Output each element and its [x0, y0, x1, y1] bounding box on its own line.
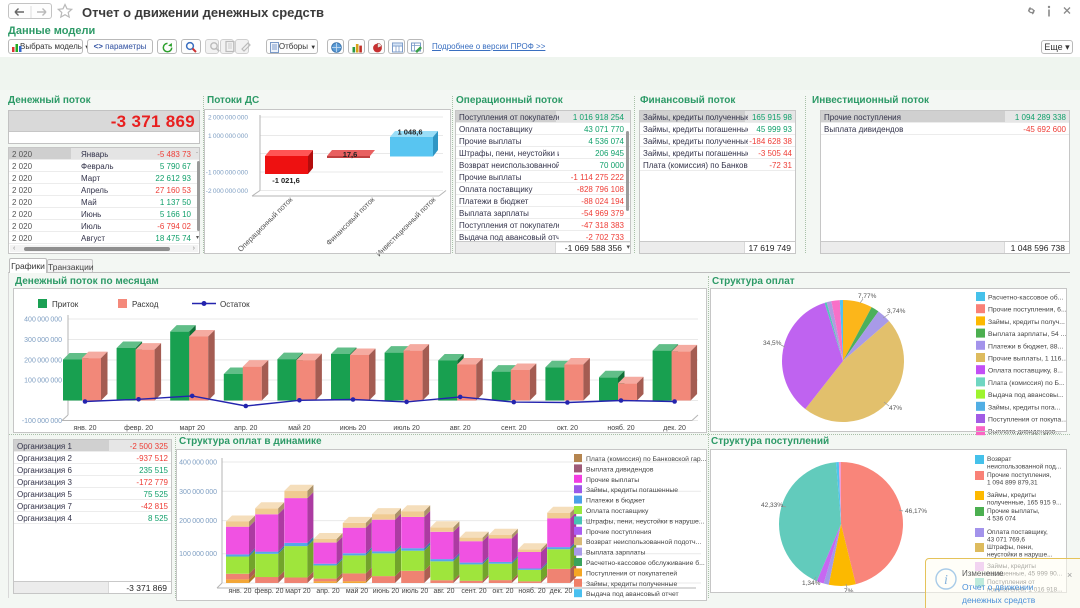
svg-text:100 000 000: 100 000 000 — [24, 378, 62, 385]
svg-text:дек. 20: дек. 20 — [663, 425, 686, 432]
svg-text:42,33%: 42,33% — [761, 502, 783, 509]
svg-text:-2 000 000 000: -2 000 000 000 — [206, 188, 249, 195]
svg-text:Инвестиционный поток: Инвестиционный поток — [374, 195, 438, 259]
svg-text:Расчетно-кассовое обслуживание: Расчетно-кассовое обслуживание б... — [586, 559, 705, 567]
svg-text:47%: 47% — [889, 405, 902, 412]
svg-text:Штрафы, пени,: Штрафы, пени, — [987, 544, 1033, 551]
svg-text:200 000 000: 200 000 000 — [179, 518, 217, 525]
svg-text:Выдача под авансовый отчет: Выдача под авансовый отчет — [586, 590, 679, 598]
svg-text:Финансовый поток: Финансовый поток — [324, 195, 377, 248]
svg-text:Прочие выплаты: Прочие выплаты — [586, 477, 639, 484]
svg-text:апр. 20: апр. 20 — [234, 425, 257, 432]
svg-text:июнь 20: июнь 20 — [373, 588, 400, 595]
svg-text:2 000 000 000: 2 000 000 000 — [208, 115, 248, 122]
svg-text:Оплата поставщику, 8...: Оплата поставщику, 8... — [988, 368, 1063, 375]
svg-text:100 000 000: 100 000 000 — [179, 551, 217, 558]
svg-text:Возврат неиспользованной подот: Возврат неиспользованной подотч... — [586, 538, 701, 546]
svg-text:неиспользованной под...: неиспользованной под... — [987, 463, 1061, 471]
svg-text:Расчетно-кассовое об...: Расчетно-кассовое об... — [988, 294, 1063, 302]
svg-text:Выплата дивидендов...: Выплата дивидендов... — [988, 429, 1061, 436]
svg-text:авг. 20: авг. 20 — [434, 588, 455, 595]
svg-text:7%: 7% — [844, 588, 854, 595]
svg-text:-1 000 000 000: -1 000 000 000 — [206, 170, 249, 177]
svg-text:окт. 20: окт. 20 — [557, 425, 578, 432]
svg-text:1 000 000 000: 1 000 000 000 — [208, 133, 248, 140]
svg-text:Займы, кредиты: Займы, кредиты — [987, 491, 1036, 499]
svg-text:Поступления от покупа...: Поступления от покупа... — [988, 417, 1067, 424]
svg-text:Приток: Приток — [52, 300, 79, 309]
svg-text:17,6: 17,6 — [343, 150, 358, 159]
svg-text:Платежи в бюджет, 88...: Платежи в бюджет, 88... — [988, 342, 1063, 350]
svg-text:Поступления от покупателей: Поступления от покупателей — [586, 569, 677, 577]
svg-text:7,77%: 7,77% — [858, 293, 877, 300]
svg-text:Займы, кредиты погашенные: Займы, кредиты погашенные — [586, 486, 678, 494]
svg-text:Прочие выплаты,: Прочие выплаты, — [987, 508, 1040, 515]
svg-text:Займы, кредиты пога...: Займы, кредиты пога... — [988, 403, 1060, 411]
svg-text:неустойки в наруше...: неустойки в наруше... — [987, 551, 1053, 559]
svg-text:полученные, 165 915 9...: полученные, 165 915 9... — [987, 500, 1062, 507]
svg-text:май 20: май 20 — [288, 424, 310, 432]
svg-text:март 20: март 20 — [285, 588, 310, 595]
svg-text:нояб. 20: нояб. 20 — [518, 587, 545, 595]
svg-text:Прочие поступления, 6...: Прочие поступления, 6... — [988, 307, 1067, 314]
svg-text:1 048,6: 1 048,6 — [397, 128, 422, 137]
svg-text:июль 20: июль 20 — [393, 425, 420, 432]
svg-text:Возврат: Возврат — [987, 456, 1011, 463]
svg-text:дек. 20: дек. 20 — [550, 588, 573, 595]
svg-text:май 20: май 20 — [346, 587, 368, 595]
svg-text:Остаток: Остаток — [220, 300, 250, 309]
svg-text:1 094 899 879,31: 1 094 899 879,31 — [987, 480, 1038, 487]
svg-text:Прочие поступления,: Прочие поступления, — [987, 472, 1052, 479]
svg-text:Выплата зарплаты: Выплата зарплаты — [586, 550, 645, 557]
svg-text:Расход: Расход — [132, 300, 159, 309]
svg-text:Займы, кредиты получ...: Займы, кредиты получ... — [988, 318, 1065, 326]
svg-text:200 000 000: 200 000 000 — [24, 358, 62, 365]
svg-text:сент. 20: сент. 20 — [461, 588, 486, 595]
svg-text:400 000 000: 400 000 000 — [24, 317, 62, 324]
svg-text:300 000 000: 300 000 000 — [24, 337, 62, 344]
svg-text:сент. 20: сент. 20 — [501, 425, 526, 432]
svg-text:Выплата дивидендов: Выплата дивидендов — [586, 466, 654, 473]
svg-text:янв. 20: янв. 20 — [228, 588, 251, 595]
svg-text:Займы, кредиты полученные: Займы, кредиты полученные — [586, 580, 677, 588]
svg-text:Штрафы, пени, неустойки в нару: Штрафы, пени, неустойки в наруше... — [586, 517, 705, 525]
svg-text:3,74%: 3,74% — [887, 308, 906, 315]
svg-text:Прочие выплаты, 1 116...: Прочие выплаты, 1 116... — [988, 356, 1067, 363]
svg-text:окт. 20: окт. 20 — [492, 588, 513, 595]
svg-text:Плата (комиссия) по Банковской: Плата (комиссия) по Банковской гар... — [586, 455, 706, 463]
svg-text:400 000 000: 400 000 000 — [179, 460, 217, 467]
svg-text:июнь 20: июнь 20 — [340, 425, 367, 432]
svg-text:Платежи в бюджет: Платежи в бюджет — [586, 497, 645, 505]
svg-text:Выплата зарплаты, 54 ...: Выплата зарплаты, 54 ... — [988, 331, 1066, 338]
svg-text:авг. 20: авг. 20 — [450, 425, 471, 432]
svg-text:апр. 20: апр. 20 — [316, 588, 339, 595]
svg-text:i: i — [944, 573, 948, 588]
svg-text:43 071 769,6: 43 071 769,6 — [987, 537, 1025, 544]
svg-text:Оплата поставщику: Оплата поставщику — [586, 508, 649, 515]
svg-text:Выдача под авансовы...: Выдача под авансовы... — [988, 392, 1064, 399]
svg-text:июль 20: июль 20 — [402, 588, 429, 595]
svg-text:1,34%: 1,34% — [802, 580, 821, 587]
svg-text:-100 000 000: -100 000 000 — [22, 418, 62, 425]
svg-text:46,17%: 46,17% — [905, 508, 927, 515]
svg-text:Прочие поступления: Прочие поступления — [586, 529, 652, 536]
svg-text:34,5%: 34,5% — [763, 340, 782, 347]
svg-text:4 536 074: 4 536 074 — [987, 516, 1016, 523]
svg-text:нояб. 20: нояб. 20 — [607, 424, 634, 432]
svg-text:февр. 20: февр. 20 — [255, 588, 284, 595]
svg-text:Операционный поток: Операционный поток — [236, 195, 295, 254]
svg-text:янв. 20: янв. 20 — [73, 425, 96, 432]
svg-text:февр. 20: февр. 20 — [124, 425, 153, 432]
svg-text:Оплата поставщику,: Оплата поставщику, — [987, 529, 1048, 536]
svg-text:март 20: март 20 — [180, 425, 205, 432]
svg-text:-1 021,6: -1 021,6 — [272, 176, 300, 185]
svg-text:300 000 000: 300 000 000 — [179, 489, 217, 496]
svg-text:Плата (комиссия) по Б...: Плата (комиссия) по Б... — [988, 380, 1065, 387]
